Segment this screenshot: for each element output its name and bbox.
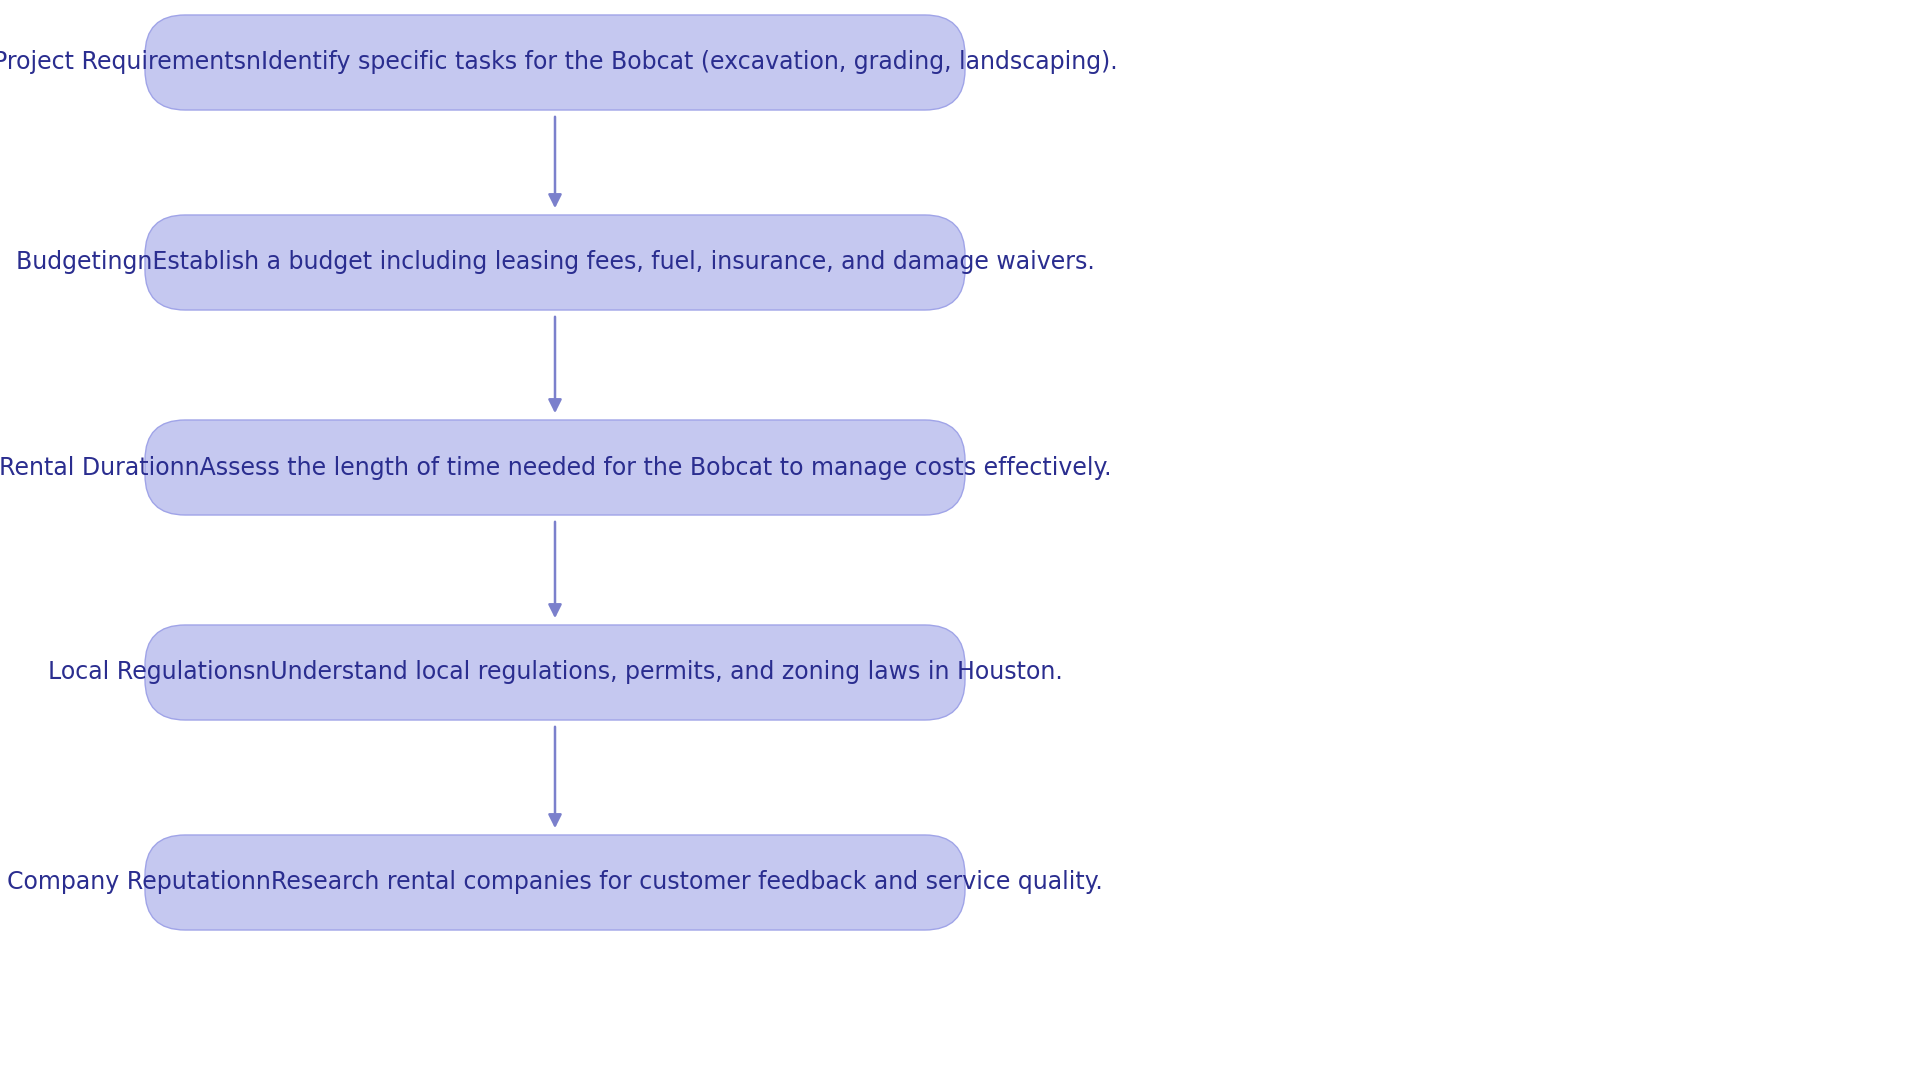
Text: Rental DurationnAssess the length of time needed for the Bobcat to manage costs : Rental DurationnAssess the length of tim…: [0, 456, 1112, 480]
FancyBboxPatch shape: [146, 420, 966, 516]
Text: Project RequirementsnIdentify specific tasks for the Bobcat (excavation, grading: Project RequirementsnIdentify specific t…: [0, 51, 1117, 75]
FancyBboxPatch shape: [146, 216, 966, 310]
Text: BudgetingnEstablish a budget including leasing fees, fuel, insurance, and damage: BudgetingnEstablish a budget including l…: [15, 250, 1094, 274]
FancyBboxPatch shape: [146, 835, 966, 930]
FancyBboxPatch shape: [146, 15, 966, 110]
Text: Company ReputationnResearch rental companies for customer feedback and service q: Company ReputationnResearch rental compa…: [8, 871, 1102, 895]
FancyBboxPatch shape: [146, 625, 966, 720]
Text: Local RegulationsnUnderstand local regulations, permits, and zoning laws in Hous: Local RegulationsnUnderstand local regul…: [48, 661, 1062, 684]
